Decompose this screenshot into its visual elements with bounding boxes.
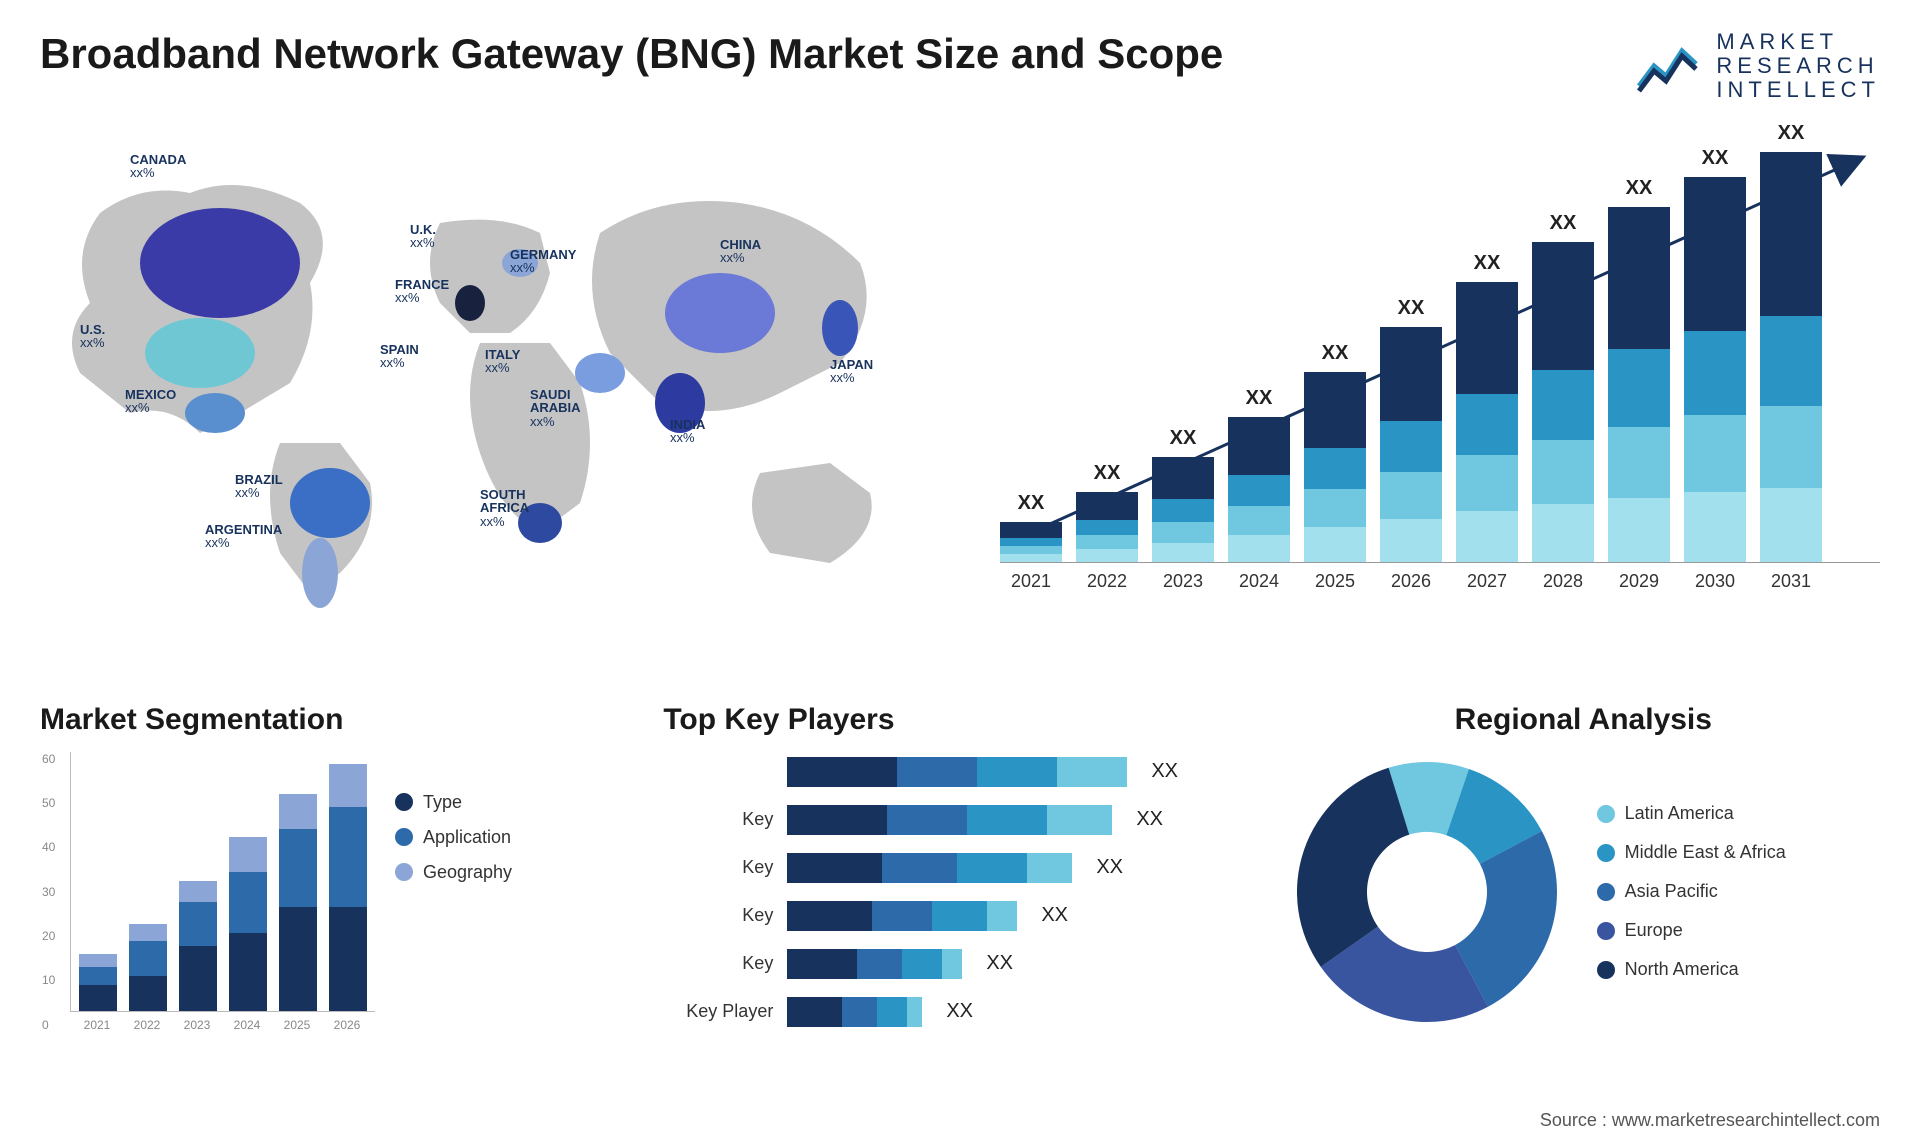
region-legend-item: Middle East & Africa xyxy=(1597,842,1786,863)
seg-ytick: 10 xyxy=(42,973,55,987)
key-player-label: Key Player xyxy=(663,1001,773,1022)
map-label-argentina: ARGENTINAxx% xyxy=(205,523,282,550)
seg-legend-item: Application xyxy=(395,827,512,848)
donut-slice-north-america xyxy=(1297,767,1409,966)
forecast-bar-2027: XX xyxy=(1456,282,1518,562)
key-player-label: Key xyxy=(663,905,773,926)
map-label-u-k-: U.K.xx% xyxy=(410,223,436,250)
key-player-row: Key XX xyxy=(663,949,1256,979)
key-player-row: Key Player XX xyxy=(663,997,1256,1027)
forecast-chart-panel: XXXXXXXXXXXXXXXXXXXXXX 20212022202320242… xyxy=(1000,133,1880,653)
page-title: Broadband Network Gateway (BNG) Market S… xyxy=(40,30,1223,78)
map-label-japan: JAPANxx% xyxy=(830,358,873,385)
segmentation-title: Market Segmentation xyxy=(40,703,633,737)
logo-icon xyxy=(1634,36,1704,96)
map-label-china: CHINAxx% xyxy=(720,238,761,265)
source-line: Source : www.marketresearchintellect.com xyxy=(1540,1110,1880,1131)
forecast-bar-2030: XX xyxy=(1684,177,1746,562)
seg-legend-item: Geography xyxy=(395,862,512,883)
seg-bar-2021 xyxy=(79,954,117,1010)
seg-legend-item: Type xyxy=(395,792,512,813)
key-player-label: Key xyxy=(663,809,773,830)
forecast-xlabel: 2024 xyxy=(1228,571,1290,592)
seg-xlabel: 2024 xyxy=(228,1018,266,1032)
seg-ytick: 0 xyxy=(42,1018,55,1032)
seg-ytick: 20 xyxy=(42,929,55,943)
regional-title: Regional Analysis xyxy=(1287,703,1880,737)
region-legend-item: Latin America xyxy=(1597,803,1786,824)
forecast-xlabel: 2021 xyxy=(1000,571,1062,592)
forecast-bar-2021: XX xyxy=(1000,522,1062,562)
forecast-bar-2028: XX xyxy=(1532,242,1594,562)
seg-xlabel: 2022 xyxy=(128,1018,166,1032)
map-label-italy: ITALYxx% xyxy=(485,348,520,375)
regional-panel: Regional Analysis Latin America Middle Ea… xyxy=(1287,703,1880,1045)
seg-bar-2024 xyxy=(229,837,267,1010)
region-legend-item: Asia Pacific xyxy=(1597,881,1786,902)
forecast-xlabel: 2030 xyxy=(1684,571,1746,592)
seg-xlabel: 2023 xyxy=(178,1018,216,1032)
map-label-south-africa: SOUTHAFRICAxx% xyxy=(480,488,529,529)
forecast-bar-2026: XX xyxy=(1380,327,1442,562)
map-label-germany: GERMANYxx% xyxy=(510,248,576,275)
map-label-saudi-arabia: SAUDIARABIAxx% xyxy=(530,388,581,429)
map-label-spain: SPAINxx% xyxy=(380,343,419,370)
seg-bar-2026 xyxy=(329,764,367,1011)
forecast-xlabel: 2025 xyxy=(1304,571,1366,592)
forecast-xlabel: 2031 xyxy=(1760,571,1822,592)
seg-ytick: 30 xyxy=(42,885,55,899)
forecast-xlabel: 2026 xyxy=(1380,571,1442,592)
region-legend-item: North America xyxy=(1597,959,1786,980)
brand-logo: MARKET RESEARCH INTELLECT xyxy=(1634,30,1880,103)
key-players-title: Top Key Players xyxy=(663,703,1256,737)
key-player-row: XX xyxy=(663,757,1256,787)
forecast-xlabel: 2028 xyxy=(1532,571,1594,592)
key-player-value: XX xyxy=(986,952,1013,975)
forecast-bar-2024: XX xyxy=(1228,417,1290,562)
seg-xlabel: 2025 xyxy=(278,1018,316,1032)
key-player-label: Key xyxy=(663,953,773,974)
seg-bar-2022 xyxy=(129,924,167,1011)
forecast-bar-2023: XX xyxy=(1152,457,1214,562)
forecast-bar-2031: XX xyxy=(1760,152,1822,562)
world-map-panel: CANADAxx% U.S.xx% MEXICOxx% BRAZILxx% ARGENT… xyxy=(40,133,960,653)
seg-xlabel: 2026 xyxy=(328,1018,366,1032)
forecast-bar-2029: XX xyxy=(1608,207,1670,562)
forecast-xlabel: 2023 xyxy=(1152,571,1214,592)
forecast-xlabel: 2022 xyxy=(1076,571,1138,592)
forecast-xlabel: 2029 xyxy=(1608,571,1670,592)
map-label-india: INDIAxx% xyxy=(670,418,705,445)
key-player-value: XX xyxy=(1151,760,1178,783)
key-player-value: XX xyxy=(946,1000,973,1023)
donut-chart xyxy=(1287,752,1567,1032)
key-player-row: Key XX xyxy=(663,853,1256,883)
seg-ytick: 60 xyxy=(42,752,55,766)
key-player-value: XX xyxy=(1041,904,1068,927)
map-label-canada: CANADAxx% xyxy=(130,153,186,180)
key-player-row: Key XX xyxy=(663,901,1256,931)
key-player-value: XX xyxy=(1096,856,1123,879)
forecast-bar-2022: XX xyxy=(1076,492,1138,562)
forecast-xlabel: 2027 xyxy=(1456,571,1518,592)
map-label-u-s-: U.S.xx% xyxy=(80,323,105,350)
seg-bar-2023 xyxy=(179,881,217,1011)
key-players-panel: Top Key Players XXKeyXXKeyXXKeyXXKeyXXKe… xyxy=(663,703,1256,1045)
seg-ytick: 40 xyxy=(42,840,55,854)
seg-bar-2025 xyxy=(279,794,317,1011)
forecast-bar-2025: XX xyxy=(1304,372,1366,562)
region-legend-item: Europe xyxy=(1597,920,1786,941)
map-label-france: FRANCExx% xyxy=(395,278,449,305)
segmentation-panel: Market Segmentation 0 10 20 30 40 50 60 2021 20… xyxy=(40,703,633,1045)
key-player-label: Key xyxy=(663,857,773,878)
logo-line3: INTELLECT xyxy=(1716,78,1880,102)
key-player-value: XX xyxy=(1136,808,1163,831)
logo-line2: RESEARCH xyxy=(1716,54,1880,78)
seg-xlabel: 2021 xyxy=(78,1018,116,1032)
map-label-brazil: BRAZILxx% xyxy=(235,473,283,500)
logo-line1: MARKET xyxy=(1716,30,1880,54)
key-player-row: Key XX xyxy=(663,805,1256,835)
seg-ytick: 50 xyxy=(42,796,55,810)
map-label-mexico: MEXICOxx% xyxy=(125,388,176,415)
